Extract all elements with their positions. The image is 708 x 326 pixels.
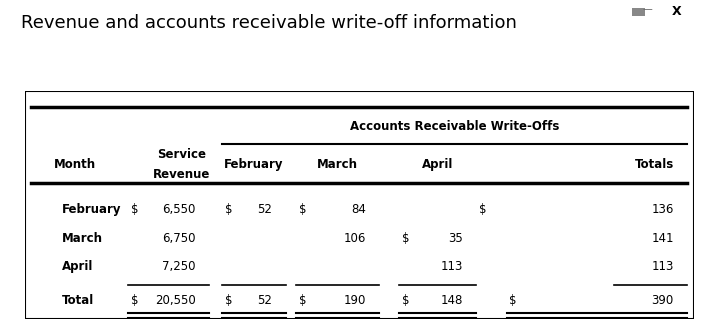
Text: 136: 136	[651, 203, 674, 216]
Text: 52: 52	[258, 203, 273, 216]
Text: 106: 106	[343, 232, 366, 245]
Text: Total: Total	[62, 294, 94, 306]
Text: April: April	[62, 260, 93, 274]
Text: $: $	[299, 294, 306, 306]
Text: $: $	[510, 294, 517, 306]
Text: 84: 84	[351, 203, 366, 216]
Text: Accounts Receivable Write-Offs: Accounts Receivable Write-Offs	[350, 120, 559, 133]
Text: 6,750: 6,750	[162, 232, 195, 245]
Text: 190: 190	[343, 294, 366, 306]
Text: 52: 52	[258, 294, 273, 306]
Text: Month: Month	[54, 158, 96, 171]
Text: Revenue: Revenue	[154, 168, 211, 181]
Text: 7,250: 7,250	[162, 260, 195, 274]
Text: 113: 113	[651, 260, 674, 274]
Text: March: March	[62, 232, 103, 245]
Text: Totals: Totals	[634, 158, 674, 171]
Text: April: April	[422, 158, 454, 171]
Text: $: $	[225, 294, 233, 306]
Text: 113: 113	[440, 260, 463, 274]
Text: —: —	[643, 5, 653, 15]
Text: X: X	[671, 5, 681, 18]
Text: 390: 390	[651, 294, 674, 306]
Text: $: $	[132, 294, 139, 306]
Text: $: $	[132, 203, 139, 216]
Bar	[632, 8, 645, 16]
Text: 148: 148	[440, 294, 463, 306]
Text: 141: 141	[651, 232, 674, 245]
Text: $: $	[299, 203, 306, 216]
Text: February: February	[224, 158, 284, 171]
Text: $: $	[402, 294, 410, 306]
Text: 35: 35	[448, 232, 463, 245]
Text: $: $	[225, 203, 233, 216]
Text: March: March	[317, 158, 358, 171]
Text: 6,550: 6,550	[162, 203, 195, 216]
Text: $: $	[402, 232, 410, 245]
Text: Revenue and accounts receivable write-off information: Revenue and accounts receivable write-of…	[21, 14, 517, 32]
Text: 20,550: 20,550	[154, 294, 195, 306]
Text: $: $	[479, 203, 487, 216]
Text: Service: Service	[157, 148, 207, 160]
Text: February: February	[62, 203, 121, 216]
